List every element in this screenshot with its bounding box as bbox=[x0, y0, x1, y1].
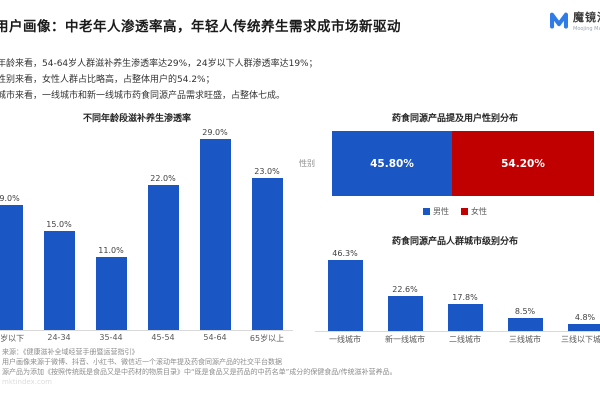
bar-value-label: 22.6% bbox=[392, 285, 418, 295]
bar-value-label: 23.0% bbox=[254, 167, 280, 177]
city-chart-title: 药食同源产品人群城市级别分布 bbox=[391, 237, 518, 247]
footnote-definition: 源产品为添加《按照传统既是食品又是中药材的物质目录》中“既是食品又是药品的中药名… bbox=[2, 368, 397, 376]
bar-column: 8.5% bbox=[495, 250, 555, 331]
city-chart-plot: 46.3% 22.6% 17.8% 8.5% 4.8% bbox=[315, 249, 600, 332]
bar-column: 15.0% bbox=[33, 124, 85, 330]
bar-value-label: 22.0% bbox=[150, 173, 176, 183]
age-chart-title: 不同年龄段滋补养生渗透率 bbox=[82, 114, 191, 124]
bar bbox=[567, 323, 600, 331]
age-chart-plot: 19.0% 15.0% 11.0% 22.0% 29.0% 23.0% bbox=[0, 124, 293, 331]
legend-item-male: 男性 bbox=[423, 206, 449, 217]
bar-column: 19.0% bbox=[0, 124, 33, 330]
legend-label-female: 女性 bbox=[471, 207, 487, 216]
bar bbox=[447, 303, 483, 331]
bar-value-label: 11.0% bbox=[98, 246, 124, 256]
bar bbox=[507, 318, 543, 331]
bar-category-label: 24岁以下 bbox=[0, 334, 25, 343]
gender-bar-male: 45.80% bbox=[332, 131, 452, 196]
bar bbox=[251, 178, 283, 330]
logo-name-en: Moojing Market bbox=[573, 26, 600, 32]
gender-stacked-bar: 45.80% 54.20% bbox=[332, 131, 594, 196]
bar-value-label: 17.8% bbox=[452, 292, 478, 302]
legend-item-female: 女性 bbox=[461, 206, 487, 217]
bar-value-label: 29.0% bbox=[202, 127, 228, 137]
legend-swatch-male-icon bbox=[423, 208, 430, 215]
bullet-gender: 性别来看，女性人群占比略高，占整体用户的54.2%； bbox=[0, 75, 215, 86]
gender-axis-label: 性别 bbox=[299, 159, 315, 168]
bar bbox=[387, 296, 423, 331]
bar-category-label: 24-34 bbox=[47, 333, 71, 342]
bar-category-label: 一线城市 bbox=[329, 335, 361, 344]
watermark: mktindex.com bbox=[2, 378, 52, 386]
bar-column: 22.0% bbox=[137, 124, 189, 330]
footnote-source: 来源：《健康滋补全域经营手册暨运营指引》 bbox=[2, 348, 139, 356]
bar-category-label: 45-54 bbox=[151, 333, 175, 342]
legend-swatch-female-icon bbox=[461, 208, 468, 215]
bar-category-label: 二线城市 bbox=[449, 335, 481, 344]
logo-m-icon bbox=[550, 12, 568, 29]
footnote-method: 用户画像来源于微博、抖音、小红书、微信近一个滚动年提及药食同源产品的社交平台数据 bbox=[2, 358, 282, 366]
legend-label-male: 男性 bbox=[433, 207, 449, 216]
page-title: 用户画像：中老年人渗透率高，年轻人传统养生需求成市场新驱动 bbox=[0, 19, 401, 35]
footnotes: 来源：《健康滋补全域经营手册暨运营指引》 用户画像来源于微博、抖音、小红书、微信… bbox=[2, 347, 397, 377]
bar-value-label: 46.3% bbox=[332, 249, 358, 259]
bar-column: 46.3% bbox=[315, 249, 375, 331]
gender-value-male: 45.80% bbox=[370, 157, 414, 170]
bar-category-label: 新一线城市 bbox=[385, 335, 425, 344]
bar-value-label: 15.0% bbox=[46, 220, 72, 229]
logo-text: 魔镜洞察 Moojing Market bbox=[573, 9, 600, 32]
bullet-age: 年龄来看，54-64岁人群滋补养生渗透率达29%，24岁以下人群渗透率达19%； bbox=[0, 59, 318, 69]
gender-bar-female: 54.20% bbox=[451, 131, 594, 196]
bar bbox=[147, 184, 179, 330]
bar-column: 11.0% bbox=[85, 124, 137, 330]
bar bbox=[327, 260, 363, 331]
bar bbox=[95, 257, 127, 330]
bullet-city: 城市来看，一线城市和新一线城市药食同源产品需求旺盛，占整体七成。 bbox=[0, 91, 286, 102]
bar-column: 22.6% bbox=[375, 250, 435, 331]
logo-name-cn: 魔镜洞察 bbox=[573, 11, 600, 24]
bar-category-label: 三线城市 bbox=[509, 335, 541, 344]
gender-value-female: 54.20% bbox=[501, 157, 545, 170]
age-chart-categories: 24岁以下 24-34 35-44 45-54 54-64 65岁以上 bbox=[0, 333, 293, 344]
bar-value-label: 4.8% bbox=[574, 312, 596, 322]
bar bbox=[199, 138, 231, 330]
bar-column: 4.8% bbox=[555, 250, 600, 331]
brand-logo: 魔镜洞察 Moojing Market bbox=[549, 9, 600, 32]
gender-chart-title: 药食同源产品提及用户性别分布 bbox=[391, 114, 518, 124]
bar bbox=[43, 231, 75, 330]
bar-column: 23.0% bbox=[241, 124, 293, 330]
bar-value-label: 19.0% bbox=[0, 193, 20, 203]
bar-category-label: 54-64 bbox=[203, 333, 227, 342]
city-chart-categories: 一线城市 新一线城市 二线城市 三线城市 三线以下城市 bbox=[315, 334, 600, 345]
bar bbox=[0, 204, 23, 330]
bar-category-label: 65岁以上 bbox=[249, 334, 285, 343]
bar-category-label: 三线以下城市 bbox=[561, 335, 600, 344]
bar-column: 29.0% bbox=[189, 124, 241, 330]
summary-bullets: 年龄来看，54-64岁人群滋补养生渗透率达29%，24岁以下人群渗透率达19%；… bbox=[0, 56, 318, 105]
bar-value-label: 8.5% bbox=[514, 307, 536, 316]
bar-category-label: 35-44 bbox=[99, 333, 123, 342]
bar-column: 17.8% bbox=[435, 250, 495, 331]
gender-legend: 男性 女性 bbox=[310, 206, 600, 217]
